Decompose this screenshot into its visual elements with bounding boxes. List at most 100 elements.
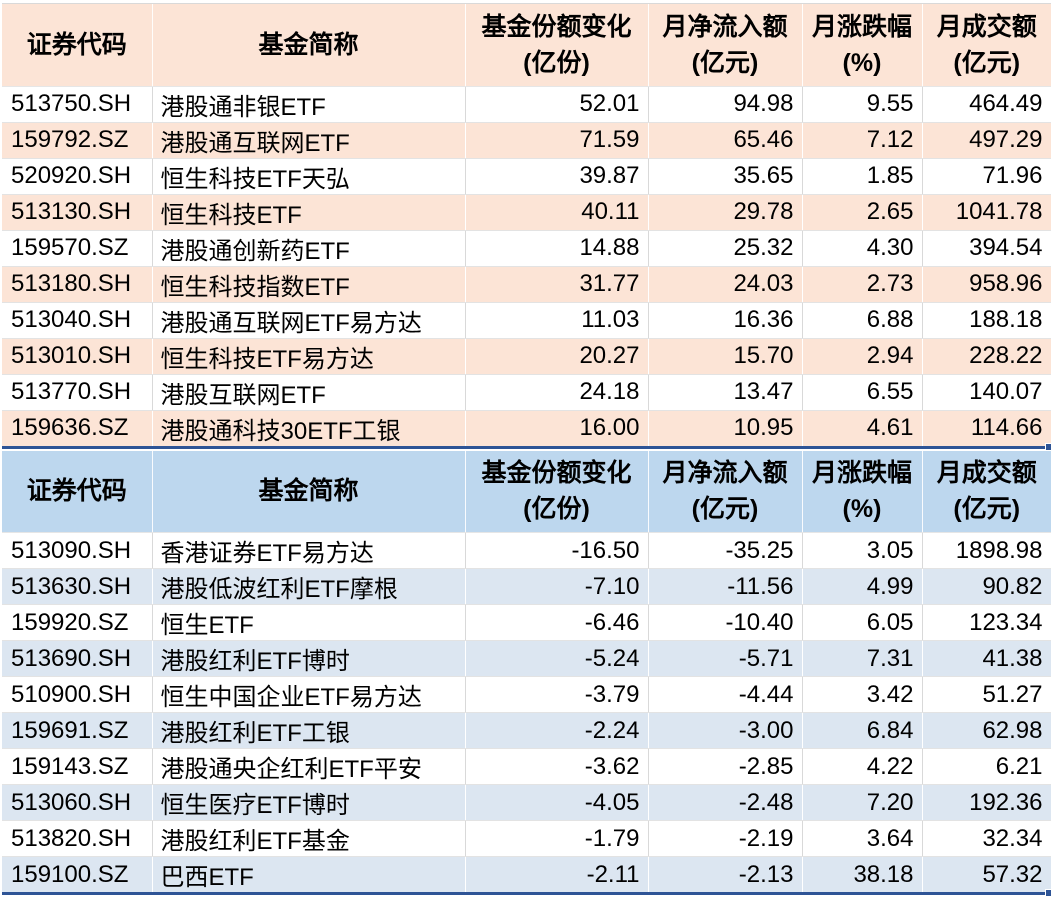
value-cell: 24.18: [465, 374, 649, 411]
value-cell: 52.01: [465, 86, 649, 123]
ticker-cell: 513010.SH: [2, 338, 153, 375]
value-cell: 31.77: [465, 266, 649, 303]
value-cell: 57.32: [922, 856, 1051, 892]
value-cell: 3.42: [802, 676, 923, 713]
value-cell: 394.54: [922, 230, 1051, 267]
fund-name-cell: 香港证券ETF易方达: [152, 532, 466, 569]
value-cell: -2.24: [465, 712, 649, 749]
value-cell: 7.20: [802, 784, 923, 821]
selection-fill-handle[interactable]: [1045, 442, 1051, 451]
fund-name-cell: 恒生科技ETF易方达: [152, 338, 466, 375]
fund-name-cell: 港股通互联网ETF: [152, 122, 466, 159]
fund-name-cell: 港股通央企红利ETF平安: [152, 748, 466, 785]
value-cell: 16.36: [648, 302, 803, 339]
value-cell: 11.03: [465, 302, 649, 339]
column-header-3: 月净流入额 (亿元): [648, 4, 803, 87]
table-row: 513690.SH 港股红利ETF博时 -5.24 -5.71 7.31 41.38: [2, 640, 1051, 677]
value-cell: 35.65: [648, 158, 803, 195]
value-cell: -2.85: [648, 748, 803, 785]
value-cell: -6.46: [465, 604, 649, 641]
value-cell: 6.21: [922, 748, 1051, 785]
table-row: 159570.SZ 港股通创新药ETF 14.88 25.32 4.30 394.54: [2, 230, 1051, 267]
fund-name-cell: 港股互联网ETF: [152, 374, 466, 411]
fund-name-cell: 巴西ETF: [152, 856, 466, 892]
ticker-cell: 159100.SZ: [2, 856, 153, 892]
fund-name-cell: 港股通科技30ETF工银: [152, 410, 466, 446]
monthly-inflow-table: 证券代码 基金简称 基金份额变化 (亿份) 月净流入额 (亿元) 月涨跌幅 (%) 月成交额 (亿…: [2, 4, 1051, 446]
value-cell: 3.05: [802, 532, 923, 569]
value-cell: 192.36: [922, 784, 1051, 821]
ticker-cell: 513690.SH: [2, 640, 153, 677]
value-cell: 9.55: [802, 86, 923, 123]
ticker-cell: 513180.SH: [2, 266, 153, 303]
value-cell: 7.31: [802, 640, 923, 677]
column-header-5: 月成交额 (亿元): [922, 450, 1051, 533]
value-cell: 2.94: [802, 338, 923, 375]
ticker-cell: 159792.SZ: [2, 122, 153, 159]
table-row: 513130.SH 恒生科技ETF 40.11 29.78 2.65 1041.78: [2, 194, 1051, 231]
value-cell: 7.12: [802, 122, 923, 159]
value-cell: 41.38: [922, 640, 1051, 677]
column-header-1: 基金简称: [152, 4, 466, 87]
fund-name-cell: 恒生科技指数ETF: [152, 266, 466, 303]
column-header-3: 月净流入额 (亿元): [648, 450, 803, 533]
value-cell: 114.66: [922, 410, 1051, 446]
ticker-cell: 513130.SH: [2, 194, 153, 231]
value-cell: 62.98: [922, 712, 1051, 749]
value-cell: -11.56: [648, 568, 803, 605]
selection-fill-handle[interactable]: [1045, 889, 1051, 897]
ticker-cell: 159691.SZ: [2, 712, 153, 749]
value-cell: 14.88: [465, 230, 649, 267]
fund-name-cell: 港股通互联网ETF易方达: [152, 302, 466, 339]
column-header-4: 月涨跌幅 (%): [802, 450, 923, 533]
table-row: 159636.SZ 港股通科技30ETF工银 16.00 10.95 4.61 114.6…: [2, 410, 1051, 446]
value-cell: -5.24: [465, 640, 649, 677]
value-cell: 2.65: [802, 194, 923, 231]
fund-name-cell: 恒生ETF: [152, 604, 466, 641]
value-cell: 16.00: [465, 410, 649, 446]
table-row: 513060.SH 恒生医疗ETF博时 -4.05 -2.48 7.20 192.36: [2, 784, 1051, 821]
fund-name-cell: 恒生中国企业ETF易方达: [152, 676, 466, 713]
table-row: 159143.SZ 港股通央企红利ETF平安 -3.62 -2.85 4.22 6.21: [2, 748, 1051, 785]
value-cell: 6.88: [802, 302, 923, 339]
column-header-2: 基金份额变化 (亿份): [465, 450, 649, 533]
value-cell: 71.59: [465, 122, 649, 159]
value-cell: -1.79: [465, 820, 649, 857]
value-cell: 6.55: [802, 374, 923, 411]
value-cell: 71.96: [922, 158, 1051, 195]
value-cell: -7.10: [465, 568, 649, 605]
fund-name-cell: 港股红利ETF基金: [152, 820, 466, 857]
table-row: 159100.SZ 巴西ETF -2.11 -2.13 38.18 57.32: [2, 856, 1051, 892]
value-cell: -2.48: [648, 784, 803, 821]
value-cell: -3.00: [648, 712, 803, 749]
value-cell: 20.27: [465, 338, 649, 375]
ticker-cell: 159920.SZ: [2, 604, 153, 641]
column-header-5: 月成交额 (亿元): [922, 4, 1051, 87]
value-cell: 140.07: [922, 374, 1051, 411]
ticker-cell: 513090.SH: [2, 532, 153, 569]
fund-name-cell: 恒生科技ETF: [152, 194, 466, 231]
value-cell: 15.70: [648, 338, 803, 375]
fund-name-cell: 港股红利ETF博时: [152, 640, 466, 677]
value-cell: 4.99: [802, 568, 923, 605]
column-header-2: 基金份额变化 (亿份): [465, 4, 649, 87]
table-row: 513010.SH 恒生科技ETF易方达 20.27 15.70 2.94 228.22: [2, 338, 1051, 375]
value-cell: 464.49: [922, 86, 1051, 123]
value-cell: 6.05: [802, 604, 923, 641]
value-cell: 123.34: [922, 604, 1051, 641]
table-row: 513770.SH 港股互联网ETF 24.18 13.47 6.55 140.07: [2, 374, 1051, 411]
monthly-outflow-table: 证券代码 基金简称 基金份额变化 (亿份) 月净流入额 (亿元) 月涨跌幅 (%) 月成交额 (亿…: [2, 450, 1051, 892]
value-cell: 497.29: [922, 122, 1051, 159]
value-cell: -2.13: [648, 856, 803, 892]
fund-name-cell: 恒生科技ETF天弘: [152, 158, 466, 195]
ticker-cell: 159636.SZ: [2, 410, 153, 446]
ticker-cell: 513770.SH: [2, 374, 153, 411]
inflow-table-block: 证券代码 基金简称 基金份额变化 (亿份) 月净流入额 (亿元) 月涨跌幅 (%) 月成交额 (亿…: [2, 3, 1051, 451]
value-cell: 1.85: [802, 158, 923, 195]
outflow-table-block: 证券代码 基金简称 基金份额变化 (亿份) 月净流入额 (亿元) 月涨跌幅 (%) 月成交额 (亿…: [2, 450, 1051, 897]
column-header-0: 证券代码: [2, 450, 153, 533]
table-row: 159792.SZ 港股通互联网ETF 71.59 65.46 7.12 497.29: [2, 122, 1051, 159]
value-cell: 90.82: [922, 568, 1051, 605]
value-cell: -10.40: [648, 604, 803, 641]
table-row: 513750.SH 港股通非银ETF 52.01 94.98 9.55 464.49: [2, 86, 1051, 123]
